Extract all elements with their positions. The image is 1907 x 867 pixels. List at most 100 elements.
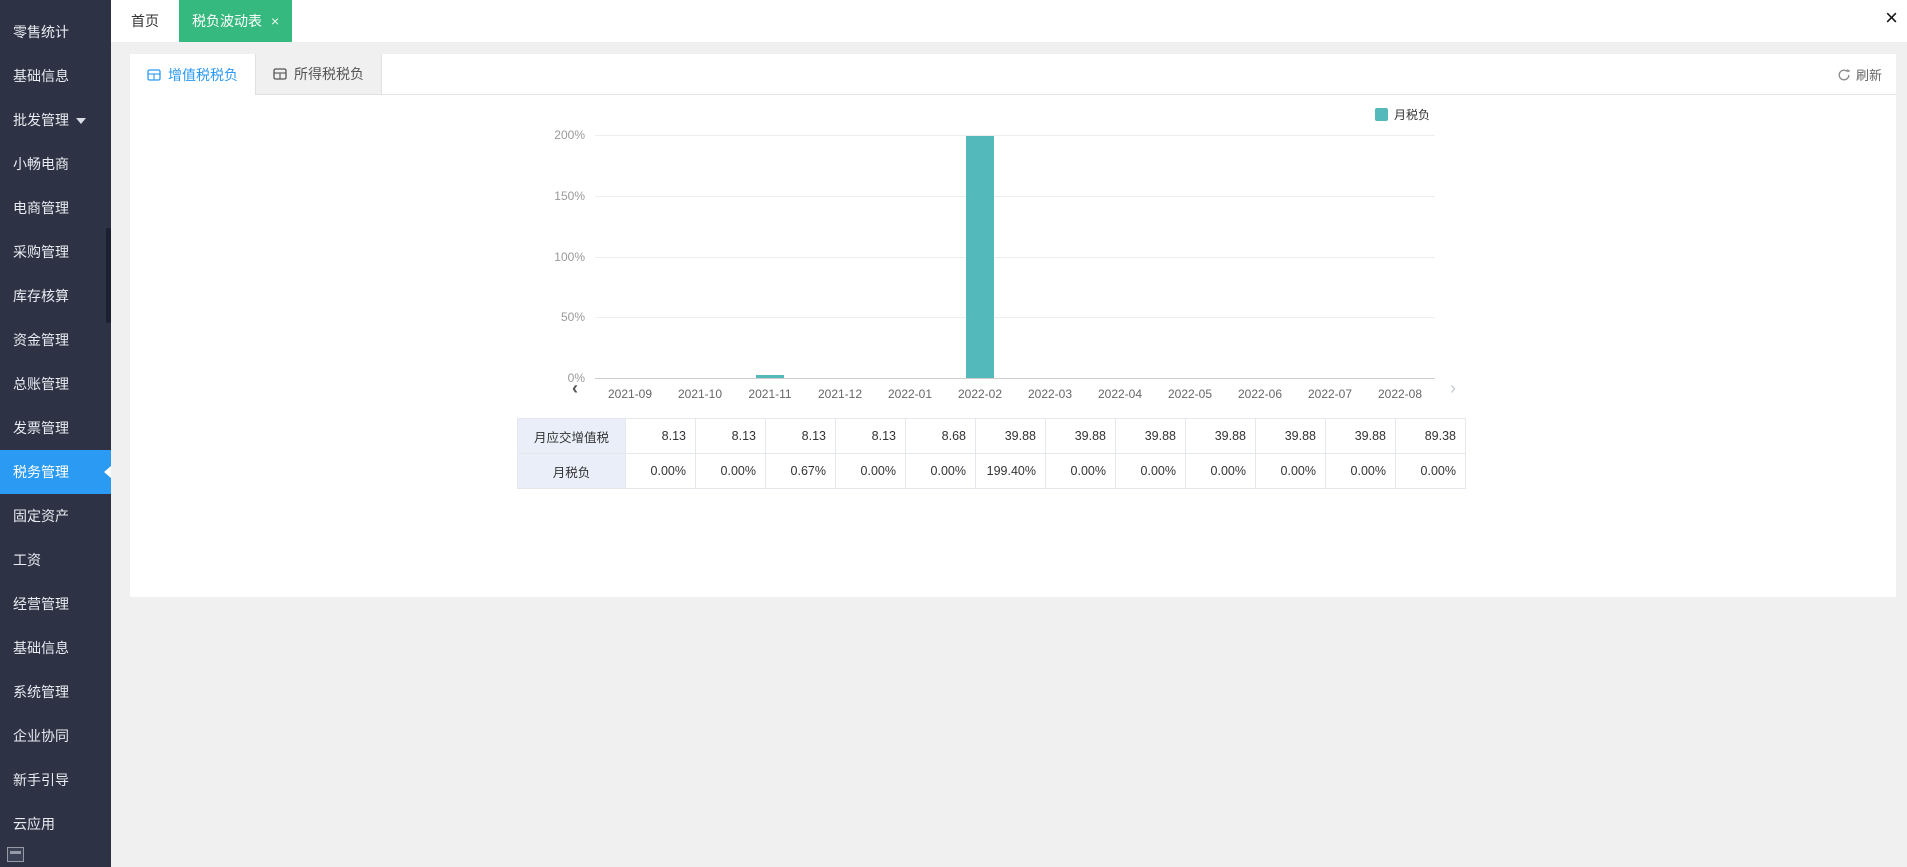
table-cell: 0.00% <box>836 454 906 489</box>
tab-close-icon[interactable]: × <box>271 13 280 29</box>
gridline <box>595 195 1435 197</box>
table-cell: 39.88 <box>1046 419 1116 454</box>
tab-vat-tax-burden[interactable]: 增值税税负 <box>130 54 255 95</box>
window-close-icon[interactable]: × <box>1885 5 1898 30</box>
legend-label: 月税负 <box>1394 108 1431 122</box>
chart-bar-2021-11 <box>756 375 784 378</box>
sidebar-item-7[interactable]: 库存核算 <box>0 274 111 318</box>
tabbar: 首页 税负波动表 × × <box>111 0 1907 42</box>
tab-income-tax-burden[interactable]: 所得税税负 <box>255 54 382 95</box>
sidebar-list: 零售统计 基础信息 批发管理 小畅电商 电商管理 采购管理 库存核算 资金管理 总账管理 发票管理… <box>0 0 111 846</box>
sidebar-item-10[interactable]: 发票管理 <box>0 406 111 450</box>
sidebar-item-label: 基础信息 <box>13 640 69 656</box>
legend-swatch <box>1375 108 1388 121</box>
gridline <box>595 378 1435 379</box>
sidebar-item-3[interactable]: 批发管理 <box>0 98 111 142</box>
sidebar-item-label: 经营管理 <box>13 596 69 612</box>
sidebar-item-5[interactable]: 电商管理 <box>0 186 111 230</box>
table-cell: 39.88 <box>976 419 1046 454</box>
table-row-label: 月应交增值税 <box>518 419 626 454</box>
table-cell: 8.13 <box>836 419 906 454</box>
sidebar-item-label: 零售统计 <box>13 24 69 40</box>
active-tab-label: 税负波动表 <box>192 13 262 29</box>
chart: 月税负 ‹ › 0% 50% 100% 150% 200% 2021-09 2021-10 2… <box>130 54 1896 597</box>
table-cell: 0.00% <box>906 454 976 489</box>
sidebar-item-11[interactable]: 税务管理 <box>0 450 111 494</box>
table-cell: 0.00% <box>1116 454 1186 489</box>
table-icon <box>273 68 287 80</box>
x-axis-label: 2021-10 <box>677 387 723 401</box>
table-cell: 0.00% <box>1046 454 1116 489</box>
table-cell: 8.13 <box>766 419 836 454</box>
sidebar-item-label: 新手引导 <box>13 772 69 788</box>
table-icon <box>147 68 161 81</box>
sidebar-item-12[interactable]: 固定资产 <box>0 494 111 538</box>
sidebar-scrollbar[interactable] <box>106 228 111 323</box>
chevron-down-icon <box>76 118 86 125</box>
sidebar-item-16[interactable]: 系统管理 <box>0 670 111 714</box>
x-axis-label: 2022-05 <box>1167 387 1213 401</box>
sidebar-item-15[interactable]: 基础信息 <box>0 626 111 670</box>
active-tab[interactable]: 税负波动表 × <box>179 0 293 42</box>
gridline <box>595 256 1435 258</box>
card-tabs: 增值税税负 所得税税负 刷新 <box>130 54 1896 95</box>
table-row-label: 月税负 <box>518 454 626 489</box>
y-axis-label: 150% <box>554 188 585 203</box>
sidebar-item-label: 企业协同 <box>13 728 69 744</box>
sidebar-item-19[interactable]: 云应用 <box>0 802 111 846</box>
sidebar-item-6[interactable]: 采购管理 <box>0 230 111 274</box>
tab-label: 增值税税负 <box>168 66 238 83</box>
gridline <box>595 135 1435 136</box>
sidebar-item-label: 电商管理 <box>13 200 69 216</box>
x-axis-label: 2022-01 <box>887 387 933 401</box>
sidebar-item-label: 批发管理 <box>13 112 69 128</box>
table-cell: 39.88 <box>1256 419 1326 454</box>
sidebar-item-label: 资金管理 <box>13 332 69 348</box>
table-cell: 39.88 <box>1186 419 1256 454</box>
sidebar-item-label: 工资 <box>13 552 41 568</box>
table-cell: 89.38 <box>1396 419 1466 454</box>
sidebar-item-label: 云应用 <box>13 816 55 832</box>
table-cell: 8.13 <box>696 419 766 454</box>
x-axis-label: 2021-12 <box>817 387 863 401</box>
table-cell: 0.00% <box>696 454 766 489</box>
table-cell: 0.00% <box>1186 454 1256 489</box>
x-axis-label: 2022-03 <box>1027 387 1073 401</box>
gridline <box>595 317 1435 319</box>
sidebar-item-14[interactable]: 经营管理 <box>0 582 111 626</box>
sidebar: 零售统计 基础信息 批发管理 小畅电商 电商管理 采购管理 库存核算 资金管理 总账管理 发票管理… <box>0 0 111 867</box>
x-axis-label: 2021-11 <box>748 387 792 401</box>
sidebar-item-2[interactable]: 基础信息 <box>0 54 111 98</box>
table-cell: 0.00% <box>1326 454 1396 489</box>
sidebar-item-9[interactable]: 总账管理 <box>0 362 111 406</box>
table-cell: 0.67% <box>766 454 836 489</box>
sidebar-item-8[interactable]: 资金管理 <box>0 318 111 362</box>
x-axis-label: 2022-02 <box>957 387 1003 401</box>
refresh-label: 刷新 <box>1855 68 1882 83</box>
chart-next-button[interactable]: › <box>1450 378 1456 398</box>
chart-bar-2022-02 <box>966 135 994 378</box>
sidebar-item-17[interactable]: 企业协同 <box>0 714 111 758</box>
refresh-icon <box>1838 68 1851 80</box>
x-axis-label: 2022-04 <box>1097 387 1143 401</box>
x-axis-label: 2022-07 <box>1307 387 1353 401</box>
sidebar-item-label: 库存核算 <box>13 288 69 304</box>
sidebar-item-4[interactable]: 小畅电商 <box>0 142 111 186</box>
sidebar-collapse-icon[interactable] <box>7 847 24 862</box>
refresh-button[interactable]: 刷新 <box>1837 54 1882 95</box>
sidebar-item-label: 总账管理 <box>13 376 69 392</box>
table-cell: 199.40% <box>976 454 1046 489</box>
legend[interactable]: 月税负 <box>1375 106 1430 123</box>
table-cell: 39.88 <box>1326 419 1396 454</box>
sidebar-item-13[interactable]: 工资 <box>0 538 111 582</box>
sidebar-item-label: 采购管理 <box>13 244 69 260</box>
tab-home[interactable]: 首页 <box>131 13 159 29</box>
content-area: 增值税税负 所得税税负 刷新 月税负 ‹ › 0% 50% 100% 150% 200%… <box>111 42 1907 867</box>
chart-prev-button[interactable]: ‹ <box>572 378 578 398</box>
tab-label: 所得税税负 <box>294 66 364 82</box>
table-cell: 39.88 <box>1116 419 1186 454</box>
sidebar-item-label: 税务管理 <box>13 464 69 480</box>
sidebar-item-18[interactable]: 新手引导 <box>0 758 111 802</box>
table-cell: 8.13 <box>626 419 696 454</box>
sidebar-item-1[interactable]: 零售统计 <box>0 10 111 54</box>
